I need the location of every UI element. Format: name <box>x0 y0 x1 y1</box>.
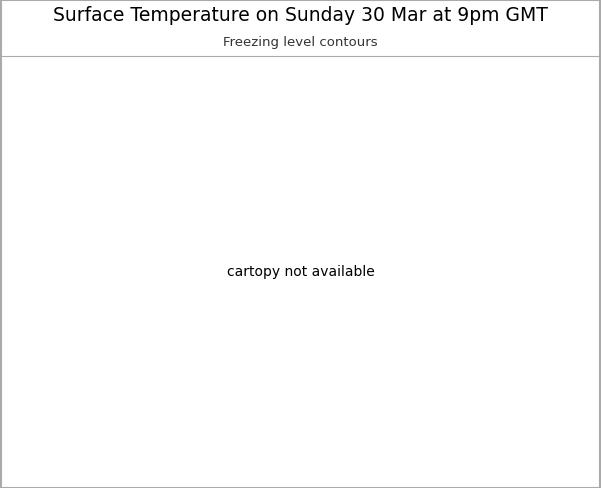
Text: Freezing level contours: Freezing level contours <box>223 36 378 49</box>
Text: Surface Temperature on Sunday 30 Mar at 9pm GMT: Surface Temperature on Sunday 30 Mar at … <box>53 6 548 25</box>
Text: cartopy not available: cartopy not available <box>227 265 374 279</box>
